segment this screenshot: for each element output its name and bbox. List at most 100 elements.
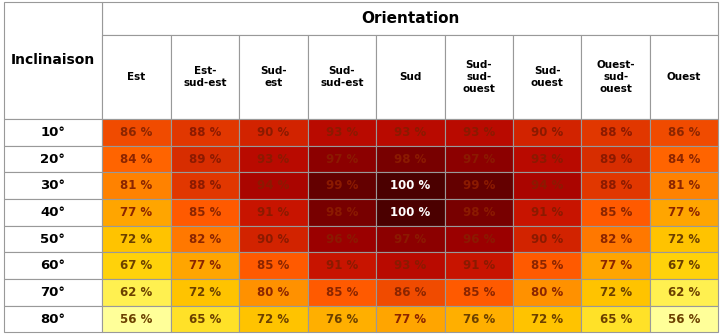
Text: 56 %: 56 % — [121, 313, 152, 326]
Bar — [308, 35, 376, 119]
Text: 89 %: 89 % — [599, 153, 632, 166]
Text: 81 %: 81 % — [668, 179, 700, 192]
Bar — [376, 306, 445, 332]
Text: 72 %: 72 % — [257, 313, 290, 326]
Text: 93 %: 93 % — [257, 153, 290, 166]
Bar — [239, 226, 308, 253]
Text: 72 %: 72 % — [668, 232, 700, 245]
Text: 97 %: 97 % — [394, 232, 427, 245]
Text: 77 %: 77 % — [394, 313, 427, 326]
Bar — [4, 172, 103, 199]
Bar — [513, 306, 581, 332]
Text: 100 %: 100 % — [390, 179, 430, 192]
Text: 86 %: 86 % — [394, 286, 427, 299]
Bar — [513, 279, 581, 306]
Text: 77 %: 77 % — [668, 206, 700, 219]
Bar — [308, 279, 376, 306]
Text: 90 %: 90 % — [531, 232, 563, 245]
Text: 93 %: 93 % — [326, 126, 358, 139]
Text: 77 %: 77 % — [189, 259, 221, 272]
Text: Est: Est — [127, 72, 146, 82]
Text: 80 %: 80 % — [257, 286, 290, 299]
Text: 84 %: 84 % — [668, 153, 700, 166]
Text: 99 %: 99 % — [326, 179, 358, 192]
Bar — [581, 253, 650, 279]
Text: 70°: 70° — [40, 286, 66, 299]
Text: Sud-
est: Sud- est — [260, 66, 287, 88]
Bar — [513, 226, 581, 253]
Bar — [513, 199, 581, 226]
Bar — [308, 146, 376, 172]
Bar — [308, 199, 376, 226]
Bar — [650, 199, 718, 226]
Bar — [103, 35, 170, 119]
Bar — [170, 279, 239, 306]
Text: Sud-
sud-est: Sud- sud-est — [320, 66, 364, 88]
Bar — [239, 119, 308, 146]
Bar — [103, 253, 170, 279]
Bar — [239, 253, 308, 279]
Text: Sud-
sud-
ouest: Sud- sud- ouest — [462, 60, 495, 94]
Bar — [513, 35, 581, 119]
Bar — [376, 279, 445, 306]
Text: Sud-
ouest: Sud- ouest — [531, 66, 564, 88]
Text: 67 %: 67 % — [668, 259, 700, 272]
Text: 88 %: 88 % — [599, 179, 632, 192]
Bar — [376, 146, 445, 172]
Bar — [581, 172, 650, 199]
Bar — [445, 172, 513, 199]
Text: 80 %: 80 % — [531, 286, 563, 299]
Bar — [376, 253, 445, 279]
Text: 99 %: 99 % — [463, 179, 495, 192]
Bar — [239, 199, 308, 226]
Text: 91 %: 91 % — [257, 206, 290, 219]
Bar — [581, 279, 650, 306]
Bar — [4, 306, 103, 332]
Bar — [103, 199, 170, 226]
Bar — [376, 172, 445, 199]
Bar — [581, 119, 650, 146]
Bar — [445, 146, 513, 172]
Text: 82 %: 82 % — [599, 232, 632, 245]
Text: 93 %: 93 % — [394, 126, 427, 139]
Text: 77 %: 77 % — [600, 259, 632, 272]
Text: Est-
sud-est: Est- sud-est — [183, 66, 227, 88]
Text: 72 %: 72 % — [600, 286, 632, 299]
Text: 91 %: 91 % — [531, 206, 563, 219]
Text: 67 %: 67 % — [121, 259, 152, 272]
Text: 94 %: 94 % — [531, 179, 563, 192]
Bar — [376, 119, 445, 146]
Bar — [445, 253, 513, 279]
Text: 84 %: 84 % — [121, 153, 152, 166]
Bar — [103, 172, 170, 199]
Text: 85 %: 85 % — [463, 286, 495, 299]
Text: 86 %: 86 % — [121, 126, 152, 139]
Text: 93 %: 93 % — [531, 153, 563, 166]
Text: Orientation: Orientation — [361, 11, 459, 26]
Bar — [239, 279, 308, 306]
Bar — [581, 199, 650, 226]
Bar — [308, 253, 376, 279]
Bar — [239, 306, 308, 332]
Bar — [308, 226, 376, 253]
Bar — [103, 306, 170, 332]
Text: 100 %: 100 % — [390, 206, 430, 219]
Text: 56 %: 56 % — [668, 313, 700, 326]
Bar — [650, 119, 718, 146]
Text: 30°: 30° — [40, 179, 66, 192]
Text: 77 %: 77 % — [121, 206, 152, 219]
Bar — [376, 226, 445, 253]
Text: 85 %: 85 % — [599, 206, 632, 219]
Bar — [445, 199, 513, 226]
Text: 96 %: 96 % — [463, 232, 495, 245]
Bar — [170, 35, 239, 119]
Text: 50°: 50° — [40, 232, 66, 245]
Text: 65 %: 65 % — [188, 313, 221, 326]
Bar — [4, 2, 103, 119]
Text: 90 %: 90 % — [257, 126, 290, 139]
Text: 93 %: 93 % — [463, 126, 495, 139]
Text: 85 %: 85 % — [257, 259, 290, 272]
Bar — [239, 35, 308, 119]
Text: 91 %: 91 % — [326, 259, 358, 272]
Bar — [4, 146, 103, 172]
